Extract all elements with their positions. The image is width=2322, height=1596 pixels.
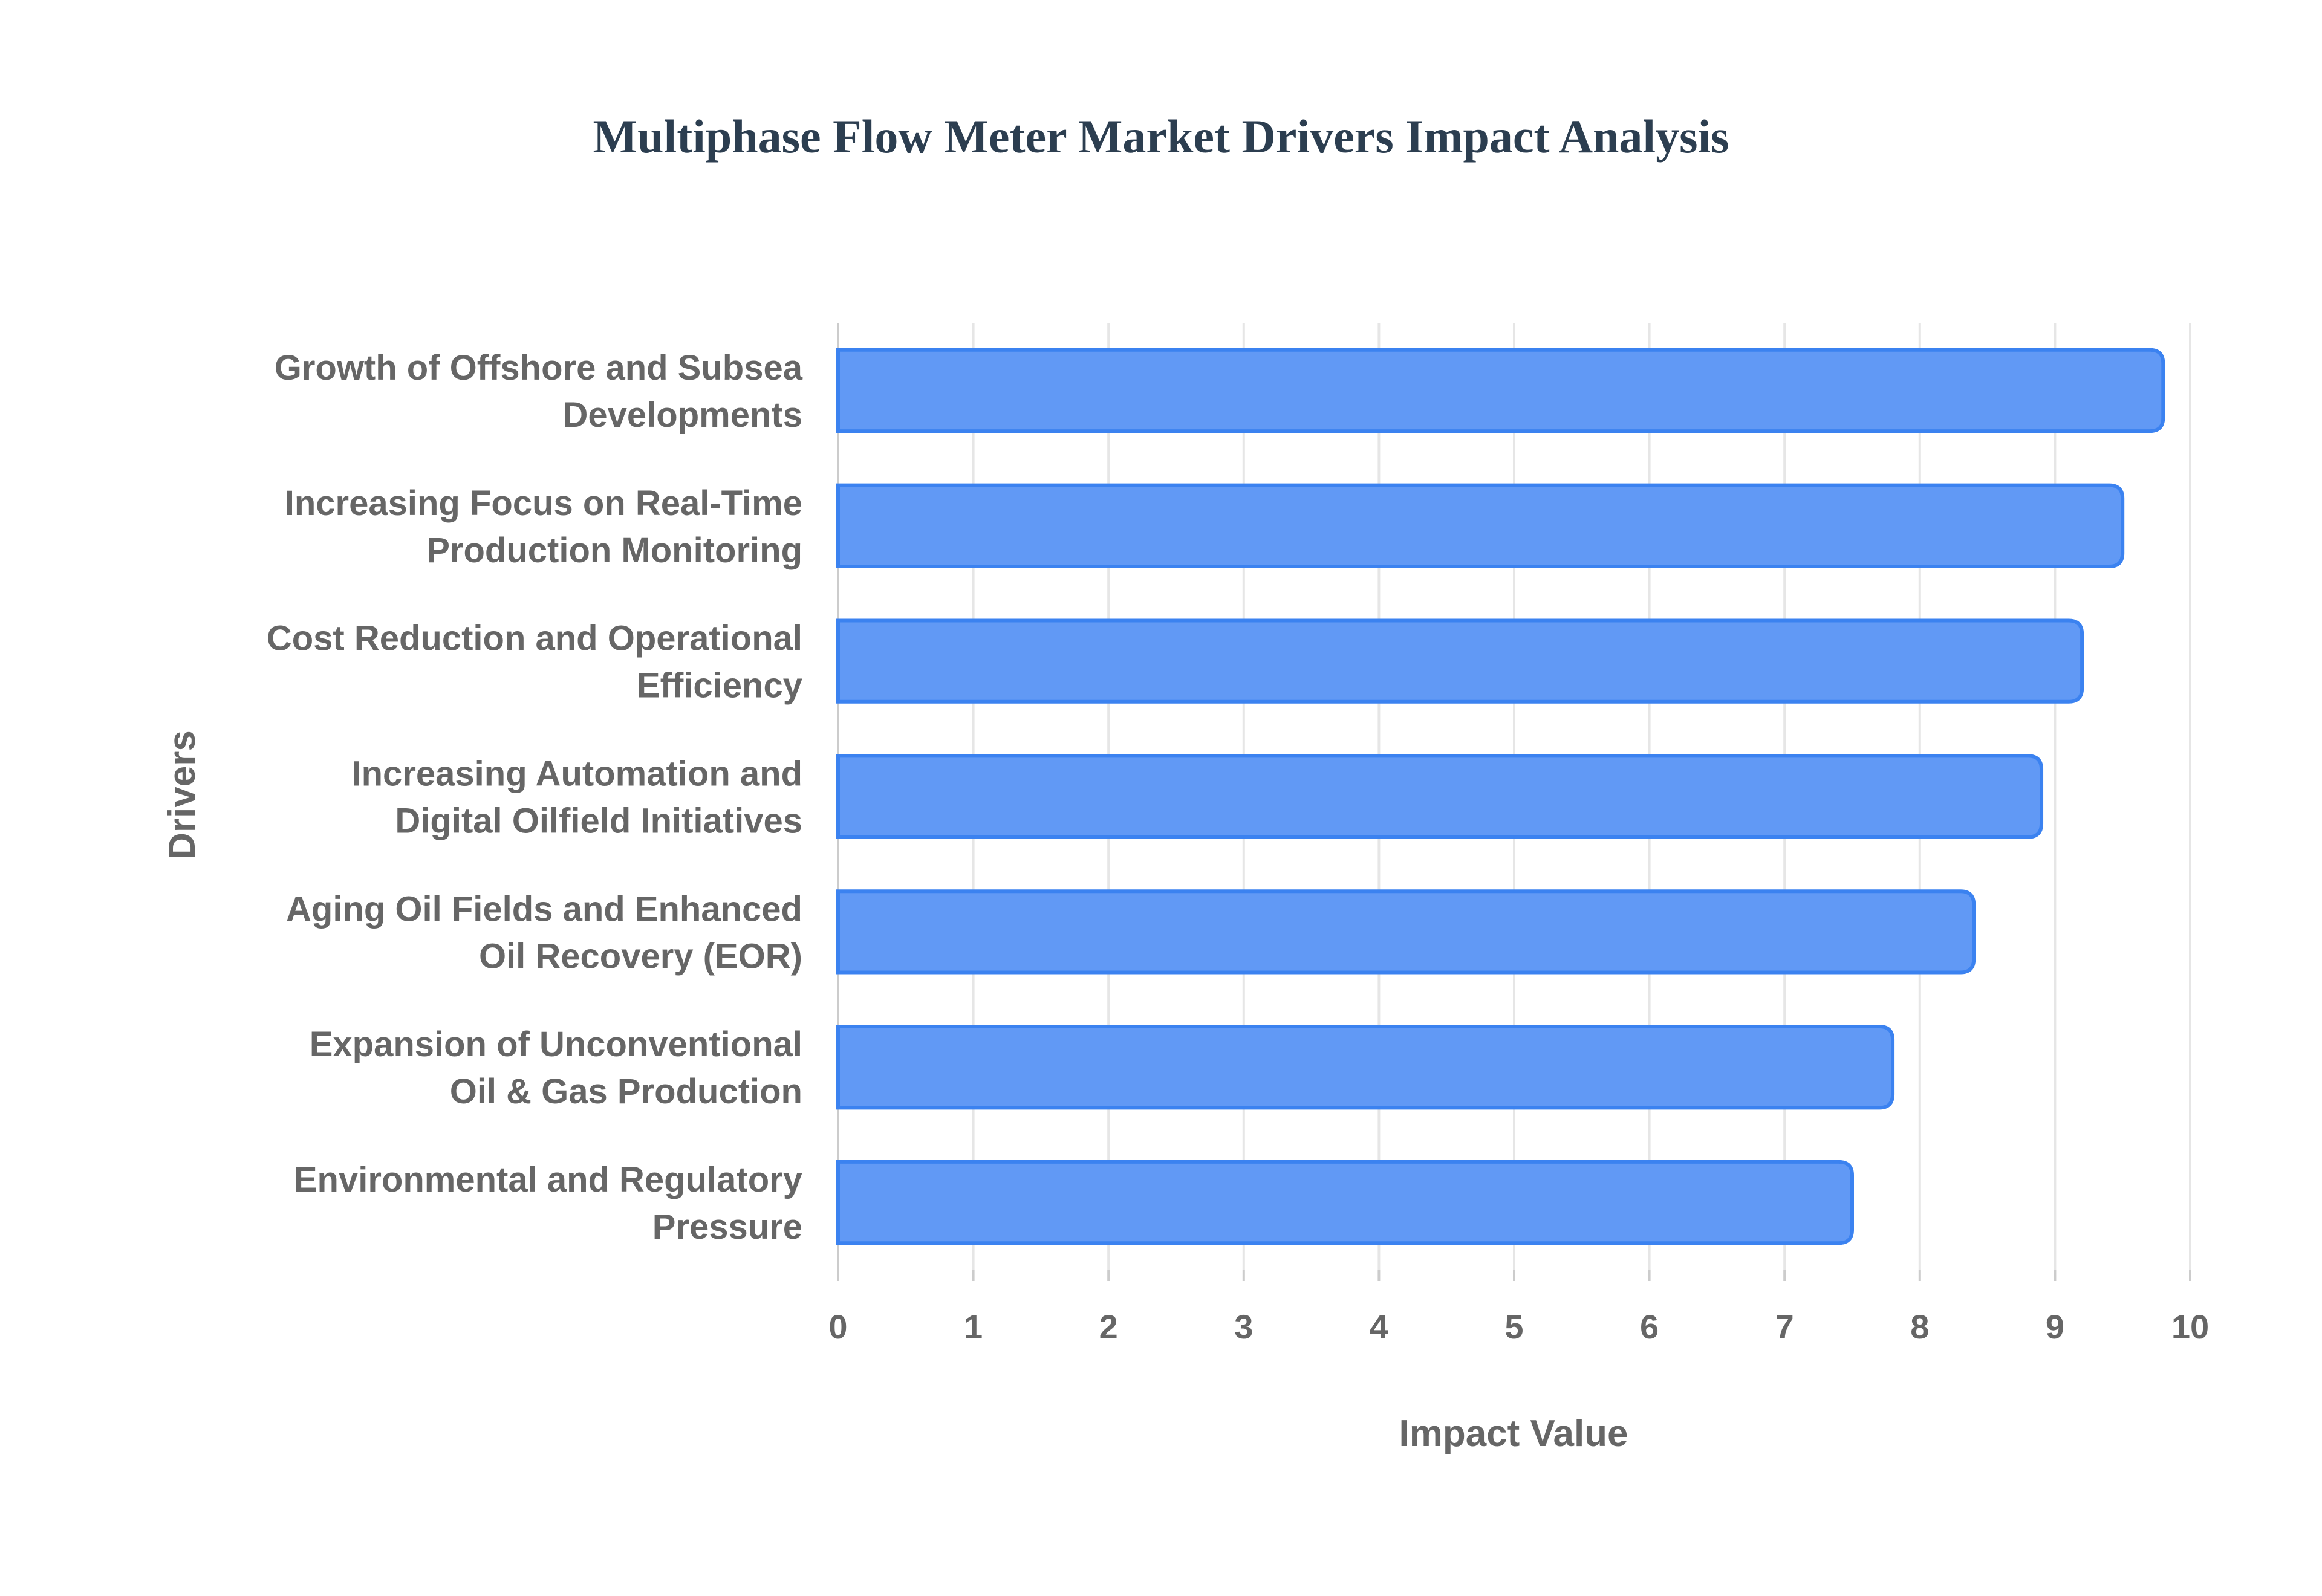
y-category-label: Environmental and Regulatory <box>294 1160 802 1199</box>
y-category-label: Increasing Automation and <box>352 754 802 794</box>
y-category-label: Digital Oilfield Initiatives <box>395 802 802 841</box>
bar <box>836 1025 1895 1110</box>
x-axis-title: Impact Value <box>1399 1413 1628 1455</box>
bar <box>836 483 2125 568</box>
bar <box>836 348 2165 433</box>
x-tick-label: 1 <box>964 1308 983 1346</box>
y-category-label: Production Monitoring <box>426 531 802 570</box>
x-tick-label: 10 <box>2171 1308 2209 1346</box>
bar <box>836 754 2044 839</box>
y-category-label: Developments <box>563 395 802 435</box>
chart-title: Multiphase Flow Meter Market Drivers Imp… <box>593 110 1729 163</box>
x-tick-label: 9 <box>2046 1308 2064 1346</box>
y-category-label: Aging Oil Fields and Enhanced <box>286 889 802 929</box>
y-category-label: Pressure <box>652 1207 802 1247</box>
x-tick-label: 2 <box>1099 1308 1118 1346</box>
x-tick-label: 8 <box>1910 1308 1929 1346</box>
bar <box>836 618 2084 704</box>
x-tick-label: 3 <box>1234 1308 1253 1346</box>
y-category-label: Expansion of Unconventional <box>310 1025 802 1064</box>
y-axis-title: Drivers <box>161 730 203 860</box>
y-category-label: Increasing Focus on Real-Time <box>285 484 802 523</box>
x-tick-label: 0 <box>828 1308 847 1346</box>
y-category-label: Cost Reduction and Operational <box>267 619 802 658</box>
x-tick-label: 7 <box>1775 1308 1794 1346</box>
y-category-label: Oil & Gas Production <box>450 1072 802 1111</box>
y-category-label: Oil Recovery (EOR) <box>479 936 802 976</box>
x-tick-label: 6 <box>1640 1308 1659 1346</box>
x-tick-label: 4 <box>1370 1308 1388 1346</box>
bar <box>836 1160 1854 1245</box>
x-tick-label: 5 <box>1504 1308 1523 1346</box>
bar <box>836 889 1976 975</box>
y-category-label: Growth of Offshore and Subsea <box>275 348 803 388</box>
y-category-label: Efficiency <box>637 666 802 706</box>
